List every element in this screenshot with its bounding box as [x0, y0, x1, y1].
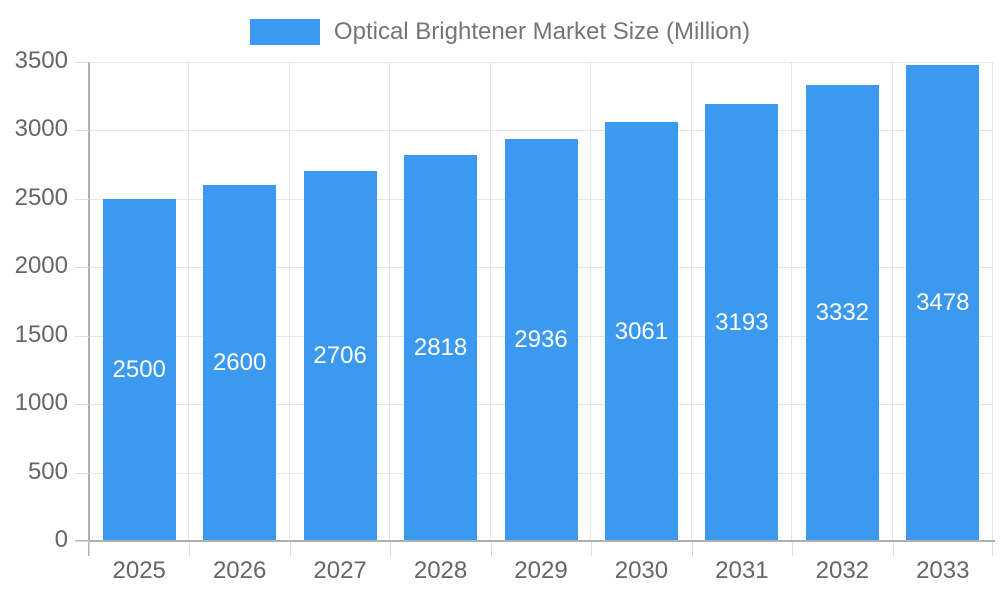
y-tick-mark	[75, 267, 89, 269]
x-tick-mark	[89, 542, 90, 556]
y-tick-label: 2500	[14, 183, 68, 211]
bar: 2500	[102, 198, 176, 541]
bar-value-label: 2600	[212, 349, 267, 377]
plot-area: 2500 2600 2706 2818 2936 3061 3193 3332 3478	[89, 62, 993, 541]
x-tick-label: 2029	[514, 557, 568, 584]
bar-value-label: 3193	[715, 308, 769, 336]
y-tick-mark	[75, 404, 89, 406]
x-tick-mark	[390, 542, 392, 556]
v-gridline	[891, 62, 893, 541]
bar: 2818	[404, 155, 478, 541]
x-tick-mark	[591, 542, 593, 556]
v-gridline	[489, 62, 491, 541]
x-tick-label: 2031	[715, 557, 769, 584]
y-tick-mark	[75, 198, 89, 200]
h-gridline	[89, 130, 993, 132]
y-tick-label: 500	[27, 457, 68, 485]
v-gridline	[590, 62, 592, 541]
legend[interactable]: Optical Brightener Market Size (Million)	[0, 17, 1000, 47]
v-gridline	[389, 62, 391, 541]
x-tick-label: 2030	[614, 557, 669, 584]
y-tick-label: 2000	[14, 252, 68, 280]
y-tick-mark	[75, 62, 89, 63]
x-tick-mark	[792, 542, 794, 556]
bar-value-label: 2706	[313, 341, 367, 369]
y-tick-mark	[75, 472, 89, 474]
bar: 3061	[604, 122, 678, 541]
bar: 3478	[906, 65, 980, 541]
v-gridline	[992, 62, 993, 541]
x-tick-mark	[289, 542, 291, 556]
bar: 2936	[504, 139, 578, 541]
x-tick-mark	[490, 542, 492, 556]
x-tick-label: 2027	[313, 557, 367, 584]
bar-value-label: 2936	[514, 326, 568, 354]
x-tick-label: 2025	[112, 557, 166, 584]
x-tick-label: 2028	[413, 557, 468, 584]
bar: 2600	[203, 185, 277, 541]
x-tick-label: 2026	[212, 557, 267, 584]
v-gridline	[188, 62, 190, 541]
x-tick-label: 2033	[916, 557, 970, 584]
v-gridline	[288, 62, 290, 541]
x-axis-line	[75, 540, 995, 542]
x-tick-mark	[992, 542, 993, 556]
legend-label: Optical Brightener Market Size (Million)	[333, 18, 751, 45]
bar: 2706	[303, 170, 377, 541]
x-tick-mark	[691, 542, 693, 556]
bar-value-label: 2818	[413, 334, 468, 362]
bar: 3332	[805, 85, 879, 541]
bar-value-label: 2500	[112, 355, 166, 383]
x-tick-mark	[892, 542, 894, 556]
v-gridline	[690, 62, 692, 541]
y-tick-mark	[75, 541, 89, 542]
y-tick-label: 0	[54, 525, 68, 553]
h-gridline	[89, 62, 993, 63]
y-tick-mark	[75, 335, 89, 337]
x-tick-label: 2032	[815, 557, 870, 584]
y-tick-label: 1000	[14, 389, 68, 417]
y-axis-line	[88, 62, 90, 556]
y-tick-mark	[75, 130, 89, 132]
bar-value-label: 3061	[614, 317, 669, 345]
y-tick-label: 3000	[14, 115, 68, 143]
v-gridline	[791, 62, 793, 541]
bar-value-label: 3332	[815, 299, 870, 326]
bar: 3193	[705, 104, 779, 541]
y-tick-label: 1500	[14, 320, 68, 348]
bar-value-label: 3478	[916, 289, 970, 316]
x-tick-mark	[189, 542, 191, 556]
y-tick-label: 3500	[14, 46, 68, 74]
legend-swatch-icon	[249, 19, 320, 45]
